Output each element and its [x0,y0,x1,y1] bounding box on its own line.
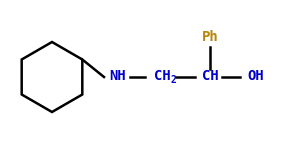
Text: 2: 2 [170,75,176,85]
Text: OH: OH [248,69,264,83]
Text: Ph: Ph [202,30,218,44]
Text: CH: CH [202,69,218,83]
Text: CH: CH [154,69,170,83]
Text: NH: NH [110,69,126,83]
